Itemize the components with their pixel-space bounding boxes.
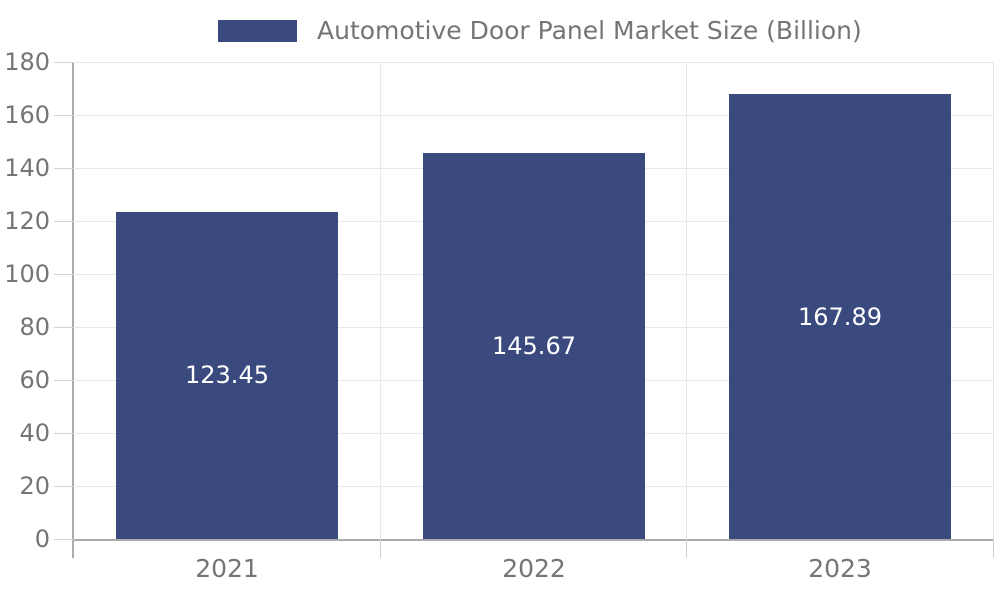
legend-label: Automotive Door Panel Market Size (Billi… bbox=[317, 16, 862, 45]
bar bbox=[116, 212, 338, 539]
y-tick-label: 60 bbox=[19, 366, 50, 394]
y-tick-label: 100 bbox=[4, 260, 50, 288]
y-tick bbox=[54, 538, 74, 540]
bar-value-label: 167.89 bbox=[798, 303, 882, 331]
x-tick bbox=[992, 539, 994, 558]
x-gridline bbox=[686, 62, 688, 539]
bar bbox=[423, 153, 645, 539]
x-gridline bbox=[379, 62, 381, 539]
y-axis-line bbox=[72, 62, 74, 558]
x-tick bbox=[686, 539, 688, 558]
y-tick-label: 20 bbox=[19, 472, 50, 500]
y-tick bbox=[54, 273, 74, 275]
bar-value-label: 123.45 bbox=[185, 361, 269, 389]
y-tick bbox=[54, 432, 74, 434]
bar bbox=[729, 94, 951, 539]
y-tick bbox=[54, 485, 74, 487]
y-tick bbox=[54, 167, 74, 169]
plot-area: 123.45 145.67 167.89 bbox=[54, 61, 994, 558]
y-tick bbox=[54, 61, 74, 63]
y-tick bbox=[54, 326, 74, 328]
y-tick-label: 80 bbox=[19, 313, 50, 341]
x-tick-label: 2022 bbox=[502, 554, 566, 583]
y-tick bbox=[54, 114, 74, 116]
x-tick bbox=[379, 539, 381, 558]
x-gridline bbox=[992, 62, 994, 539]
y-tick-label: 140 bbox=[4, 154, 50, 182]
x-axis-line bbox=[74, 539, 993, 541]
x-tick-label: 2021 bbox=[195, 554, 259, 583]
x-tick-label: 2023 bbox=[808, 554, 872, 583]
y-gridline bbox=[74, 61, 993, 63]
y-tick-label: 160 bbox=[4, 101, 50, 129]
y-tick-label: 120 bbox=[4, 207, 50, 235]
legend-swatch-icon bbox=[218, 20, 297, 42]
y-tick-label: 0 bbox=[34, 525, 50, 553]
legend-item[interactable]: Automotive Door Panel Market Size (Billi… bbox=[218, 16, 862, 46]
legend: Automotive Door Panel Market Size (Billi… bbox=[218, 16, 862, 46]
y-gridline bbox=[74, 114, 993, 116]
y-tick bbox=[54, 220, 74, 222]
y-tick bbox=[54, 379, 74, 381]
bar-value-label: 145.67 bbox=[492, 332, 576, 360]
y-tick-label: 40 bbox=[19, 419, 50, 447]
y-tick-label: 180 bbox=[4, 48, 50, 76]
